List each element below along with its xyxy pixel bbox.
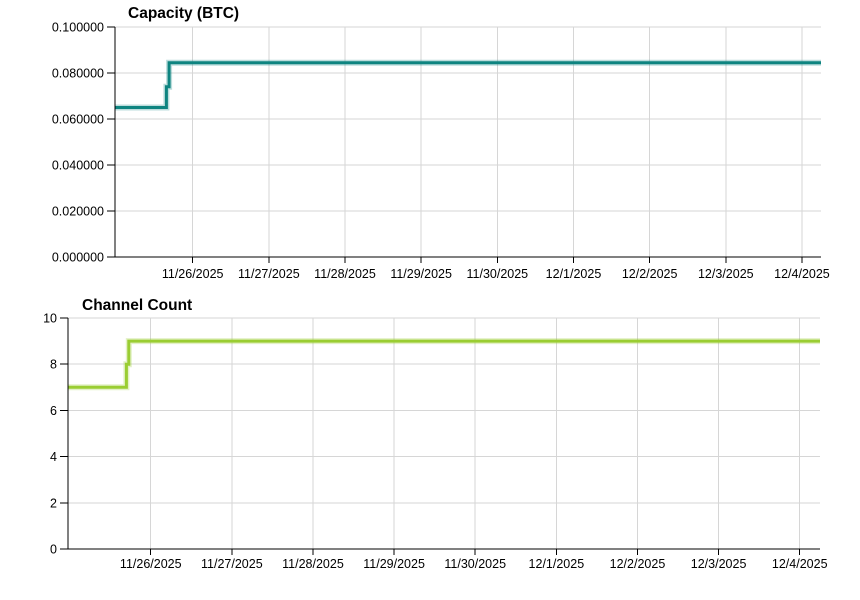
capacity-x-tick-label: 12/2/2025 — [622, 267, 678, 281]
capacity-y-tick-label: 0.000000 — [52, 251, 104, 265]
channel-count-x-tick-label: 11/27/2025 — [201, 557, 263, 571]
capacity-y-tick-label: 0.060000 — [52, 113, 104, 127]
channel-count-x-tick-label: 11/30/2025 — [444, 557, 506, 571]
capacity-chart-title: Capacity (BTC) — [128, 5, 239, 22]
channel-count-y-tick-label: 2 — [50, 496, 57, 510]
channel-count-x-tick-label: 12/4/2025 — [772, 557, 828, 571]
channel-count-x-tick-label: 12/1/2025 — [529, 557, 585, 571]
capacity-x-tick-label: 12/3/2025 — [698, 267, 754, 281]
channel-count-y-tick-label: 0 — [50, 543, 57, 557]
channel-count-y-tick-label: 8 — [50, 358, 57, 372]
capacity-series-line — [115, 61, 821, 109]
capacity-x-tick-label: 11/28/2025 — [314, 267, 376, 281]
channel-count-y-tick-label: 6 — [50, 404, 57, 418]
capacity-x-tick-label: 12/4/2025 — [774, 267, 830, 281]
channel-count-y-tick-label: 4 — [50, 450, 57, 464]
capacity-y-tick-label: 0.100000 — [52, 21, 104, 35]
capacity-y-tick-label: 0.040000 — [52, 159, 104, 173]
channel-count-series-line — [68, 339, 820, 389]
capacity-y-tick-label: 0.020000 — [52, 205, 104, 219]
channel-count-x-tick-label: 12/3/2025 — [691, 557, 747, 571]
channel-count-y-tick-label: 10 — [43, 312, 57, 326]
channel-count-x-tick-label: 11/26/2025 — [120, 557, 182, 571]
capacity-x-tick-label: 11/27/2025 — [238, 267, 300, 281]
channel-count-x-tick-label: 11/28/2025 — [282, 557, 344, 571]
capacity-x-tick-label: 12/1/2025 — [546, 267, 602, 281]
capacity-x-tick-label: 11/30/2025 — [467, 267, 529, 281]
channel-count-x-tick-label: 11/29/2025 — [363, 557, 425, 571]
generated-chart-layer: 0.000000 0.020000 0.040000 0.060000 0.080000… — [43, 21, 830, 572]
capacity-x-tick-label: 11/26/2025 — [162, 267, 224, 281]
channel-count-x-tick-label: 12/2/2025 — [610, 557, 666, 571]
capacity-x-tick-label: 11/29/2025 — [390, 267, 452, 281]
channel-count-chart-title: Channel Count — [82, 297, 192, 314]
capacity-series-halo — [115, 59, 821, 111]
capacity-y-tick-label: 0.080000 — [52, 67, 104, 81]
